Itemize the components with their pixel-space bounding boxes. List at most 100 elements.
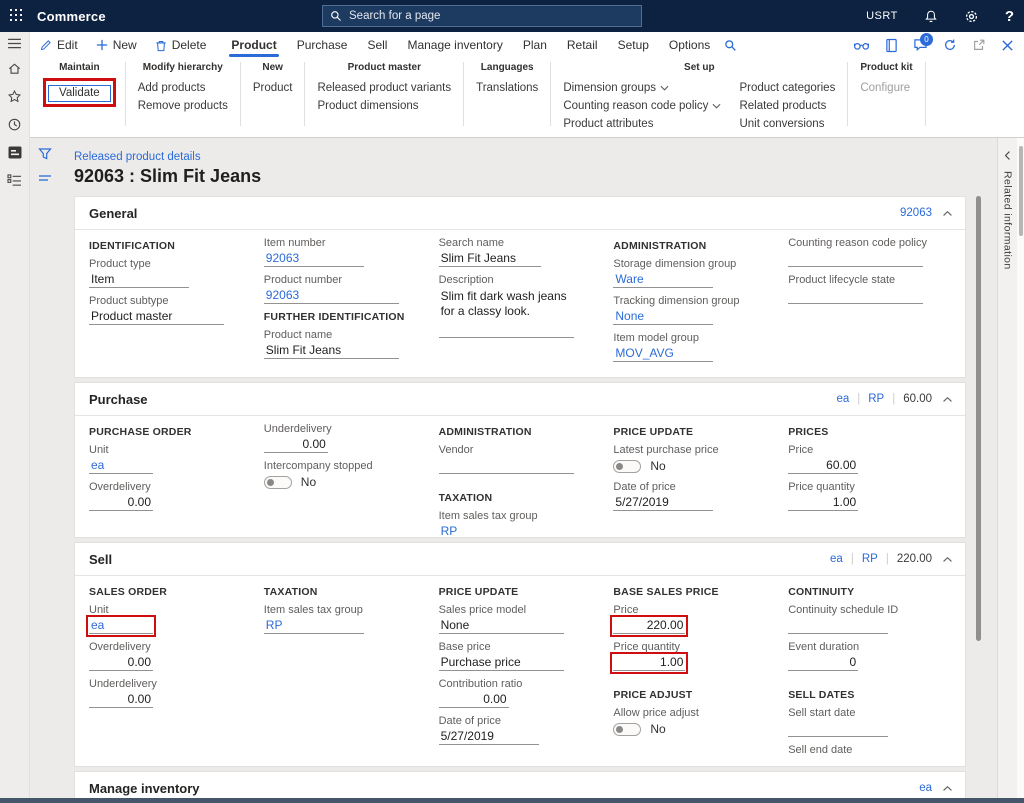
- section-header-purchase[interactable]: Purchase ea | RP | 60.00: [75, 383, 965, 416]
- field-value-price-quantity[interactable]: 1.00: [788, 495, 859, 511]
- field-value-description[interactable]: Slim fit dark wash jeans for a classy lo…: [438, 288, 574, 338]
- ribbon-item-product-categories[interactable]: Product categories: [739, 82, 836, 94]
- breadcrumb[interactable]: Released product details: [74, 151, 201, 163]
- field-value-tracking-dimension-group[interactable]: None: [613, 309, 714, 325]
- window-scrollbar[interactable]: [1017, 138, 1024, 798]
- field-value-product-subtype[interactable]: Product master: [89, 309, 224, 325]
- field-value-date-of-price[interactable]: 5/27/2019: [613, 495, 714, 511]
- ribbon-item-configure[interactable]: Configure: [860, 82, 911, 94]
- field-value-price-quantity[interactable]: 1.00: [610, 652, 689, 674]
- field-value-product-name[interactable]: Slim Fit Jeans: [263, 343, 399, 359]
- help-icon[interactable]: ?: [1004, 7, 1014, 25]
- glasses-icon[interactable]: [853, 39, 870, 51]
- field-value-price[interactable]: 60.00: [788, 458, 859, 474]
- global-search-input[interactable]: [349, 10, 634, 22]
- field-value-search-name[interactable]: Slim Fit Jeans: [438, 251, 541, 267]
- summary-value[interactable]: RP: [861, 553, 878, 565]
- field-value-product-type[interactable]: Item: [89, 272, 189, 288]
- actions-search-icon[interactable]: [724, 39, 737, 52]
- command-new[interactable]: New: [87, 32, 146, 58]
- field-value-unit[interactable]: ea: [86, 615, 156, 637]
- messages-bubble-icon[interactable]: 0: [913, 33, 933, 52]
- app-launcher-waffle-icon[interactable]: [9, 8, 25, 24]
- ribbon-item-validate[interactable]: Validate: [48, 85, 111, 102]
- collapse-section-chevron-icon[interactable]: [942, 210, 953, 217]
- field-value-item-sales-tax-group[interactable]: RP: [263, 618, 364, 634]
- toggle-switch[interactable]: [613, 722, 642, 736]
- tab-plan[interactable]: Plan: [522, 38, 547, 52]
- tab-purchase[interactable]: Purchase: [296, 38, 348, 52]
- collapse-section-chevron-icon[interactable]: [942, 556, 953, 563]
- field-value-item-model-group[interactable]: MOV_AVG: [613, 346, 714, 362]
- field-value-counting-reason-code-policy[interactable]: [788, 251, 924, 267]
- field-value-sell-end-date[interactable]: [788, 758, 888, 766]
- field-value-product-number[interactable]: 92063: [263, 288, 399, 304]
- hamburger-menu-icon[interactable]: [0, 32, 30, 54]
- notebook-icon[interactable]: [885, 38, 898, 53]
- global-search-box[interactable]: [322, 5, 642, 27]
- summary-value[interactable]: 92063: [900, 207, 932, 219]
- settings-gear-icon[interactable]: [964, 9, 979, 24]
- notifications-bell-icon[interactable]: [924, 9, 938, 24]
- ribbon-item-related-products[interactable]: Related products: [739, 100, 827, 112]
- collapse-section-chevron-icon[interactable]: [942, 396, 953, 403]
- ribbon-item-add-products[interactable]: Add products: [137, 82, 206, 94]
- tab-manage-inventory[interactable]: Manage inventory: [407, 38, 503, 52]
- tab-options[interactable]: Options: [668, 38, 711, 52]
- filter-funnel-icon[interactable]: [37, 146, 53, 162]
- toc-lines-icon[interactable]: [37, 174, 53, 184]
- ribbon-item-dimension-groups[interactable]: Dimension groups: [563, 79, 721, 97]
- tab-setup[interactable]: Setup: [617, 38, 649, 52]
- ribbon-item-product[interactable]: Product: [252, 82, 293, 94]
- field-value-product-lifecycle-state[interactable]: [788, 288, 924, 304]
- summary-value[interactable]: ea: [836, 393, 850, 405]
- command-edit[interactable]: Edit: [30, 32, 87, 58]
- section-header-general[interactable]: General 92063: [75, 197, 965, 230]
- field-value-vendor[interactable]: [438, 458, 574, 474]
- field-value-sell-start-date[interactable]: [788, 721, 889, 737]
- tab-retail[interactable]: Retail: [566, 38, 598, 52]
- toggle-switch[interactable]: [263, 475, 292, 489]
- field-value-underdelivery[interactable]: 0.00: [263, 437, 328, 453]
- ribbon-item-released-product-variants[interactable]: Released product variants: [317, 82, 452, 94]
- ribbon-item-translations[interactable]: Translations: [476, 82, 539, 94]
- field-value-sales-price-model[interactable]: None: [438, 618, 564, 634]
- summary-value[interactable]: ea: [830, 553, 843, 565]
- field-value-price[interactable]: 220.00: [610, 615, 689, 637]
- refresh-icon[interactable]: [943, 38, 957, 52]
- ribbon-item-product-dimensions[interactable]: Product dimensions: [317, 100, 419, 112]
- ribbon-item-product-attributes[interactable]: Product attributes: [563, 118, 654, 130]
- section-header-manage-inventory[interactable]: Manage inventory ea: [75, 772, 965, 798]
- field-value-overdelivery[interactable]: 0.00: [89, 495, 153, 511]
- field-value-item-number[interactable]: 92063: [263, 251, 364, 267]
- ribbon-item-remove-products[interactable]: Remove products: [137, 100, 228, 112]
- field-value-underdelivery[interactable]: 0.00: [89, 692, 153, 708]
- recent-clock-icon[interactable]: [0, 110, 30, 138]
- content-scrollbar[interactable]: [976, 196, 981, 641]
- tab-product[interactable]: Product: [221, 32, 286, 58]
- field-value-item-sales-tax-group[interactable]: RP: [439, 524, 539, 537]
- field-value-date-of-price[interactable]: 5/27/2019: [438, 729, 539, 745]
- field-value-overdelivery[interactable]: 0.00: [89, 655, 153, 671]
- favorites-star-icon[interactable]: [0, 82, 30, 110]
- collapse-section-chevron-icon[interactable]: [942, 785, 953, 792]
- company-selector[interactable]: USRT: [866, 10, 898, 22]
- ribbon-item-counting-reason-code-policy[interactable]: Counting reason code policy: [563, 97, 721, 115]
- home-icon[interactable]: [0, 54, 30, 82]
- command-delete[interactable]: Delete: [146, 32, 216, 58]
- section-header-sell[interactable]: Sell ea | RP | 220.00: [75, 543, 965, 576]
- summary-value[interactable]: ea: [919, 782, 932, 794]
- toggle-switch[interactable]: [613, 459, 642, 473]
- workspaces-tile-icon[interactable]: [0, 138, 30, 166]
- field-value-contribution-ratio[interactable]: 0.00: [438, 692, 509, 708]
- field-value-continuity-schedule-id[interactable]: [788, 618, 889, 634]
- field-value-unit[interactable]: ea: [89, 458, 153, 474]
- field-value-storage-dimension-group[interactable]: Ware: [613, 272, 714, 288]
- summary-value[interactable]: RP: [868, 393, 885, 405]
- field-value-event-duration[interactable]: 0: [788, 655, 859, 671]
- related-information-panel[interactable]: Related information: [997, 138, 1017, 798]
- close-icon[interactable]: [1001, 39, 1014, 52]
- tab-sell[interactable]: Sell: [367, 38, 388, 52]
- modules-checklist-icon[interactable]: [0, 166, 30, 194]
- field-value-base-price[interactable]: Purchase price: [438, 655, 564, 671]
